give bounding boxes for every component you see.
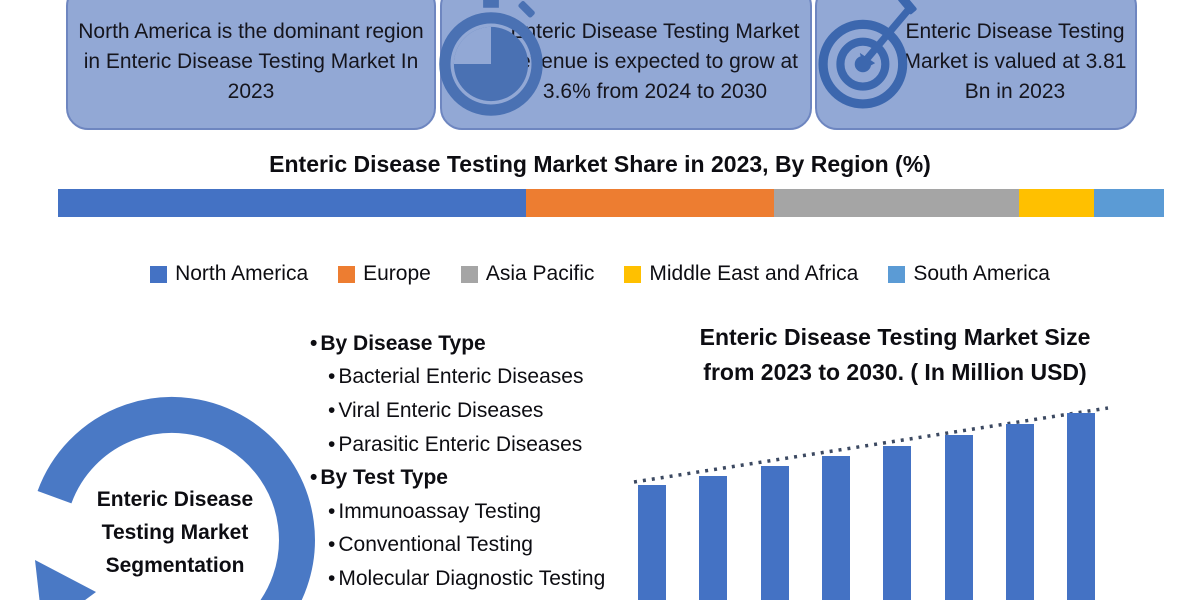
- segmentation-item-label: Parasitic Enteric Diseases: [338, 432, 583, 456]
- segmentation-item-label: Viral Enteric Diseases: [338, 398, 544, 422]
- segmentation-item-label: Bacterial Enteric Diseases: [338, 365, 584, 389]
- info-box-text: Enteric Disease Testing Market revenue i…: [510, 20, 800, 103]
- legend-label: North America: [175, 262, 309, 285]
- info-box-text: Enteric Disease Testing Market is valued…: [903, 20, 1127, 103]
- segmentation-item-label: Molecular Diagnostic Testing: [338, 566, 606, 590]
- segmentation-list-item: • Molecular Diagnostic Testing: [310, 562, 605, 596]
- size-bar-2027: [883, 446, 912, 600]
- share-chart-title: Enteric Disease Testing Market Share in …: [269, 151, 931, 177]
- share-segment-asia-pacific: [773, 189, 1020, 217]
- segmentation-list-item: • Viral Enteric Diseases: [310, 394, 605, 428]
- size-chart-title: Enteric Disease Testing Market Size from…: [699, 324, 1091, 385]
- share-chart-legend: North America Europe Asia Pacific Middle Ea…: [30, 262, 1170, 286]
- segmentation-list-item: • By Disease Type: [310, 327, 605, 361]
- size-bar-2023: [638, 485, 666, 600]
- bullet-icon: •: [328, 533, 336, 557]
- legend-item: Europe: [338, 262, 431, 286]
- legend-label: South America: [913, 262, 1050, 285]
- legend-item: South America: [888, 262, 1050, 286]
- size-bar-2026: [821, 456, 850, 600]
- bullet-icon: •: [310, 331, 318, 355]
- bullet-icon: •: [328, 566, 336, 590]
- bullet-icon: •: [328, 398, 336, 422]
- segmentation-item-label: Immunoassay Testing: [338, 499, 542, 523]
- size-bar-2029: [1005, 424, 1034, 600]
- frame-left-border: [10, 0, 13, 600]
- legend-item: Middle East and Africa: [624, 262, 858, 286]
- size-bar-2028: [944, 435, 973, 600]
- size-bar-2024: [699, 475, 728, 600]
- bullet-icon: •: [328, 432, 336, 456]
- size-bar-chart: [630, 400, 1160, 600]
- circular-arrow-icon: [35, 397, 315, 600]
- share-stacked-bar: [58, 189, 1164, 217]
- bullet-icon: •: [328, 499, 336, 523]
- share-segment-north-america: [58, 189, 526, 217]
- segmentation-list: • By Disease Type • Bacterial Enteric Disea…: [310, 327, 605, 596]
- bullet-icon: •: [328, 365, 336, 389]
- segmentation-list-item: • Bacterial Enteric Diseases: [310, 361, 605, 395]
- bullet-icon: •: [310, 466, 318, 490]
- segmentation-item-label: Conventional Testing: [338, 533, 533, 557]
- frame-right-border: [1186, 0, 1189, 600]
- legend-item: Asia Pacific: [460, 262, 595, 286]
- share-segment-europe: [525, 189, 774, 217]
- segmentation-list-item: • Immunoassay Testing: [310, 495, 605, 529]
- info-box-text: North America is the dominant region in …: [78, 20, 424, 103]
- segmentation-item-label: By Test Type: [320, 466, 448, 490]
- legend-swatch-icon: [888, 265, 906, 283]
- target-icon: [818, 0, 917, 109]
- segmentation-list-item: • By Test Type: [310, 461, 605, 495]
- info-box-dominant-region: North America is the dominant region in …: [66, 0, 436, 130]
- legend-label: Asia Pacific: [485, 262, 595, 285]
- stopwatch-icon: [439, 0, 543, 116]
- segmentation-item-label: By Disease Type: [320, 331, 486, 355]
- size-bar-2030: [1067, 413, 1096, 600]
- share-segment-south-america: [1094, 189, 1164, 217]
- share-segment-middle-east-and-africa: [1019, 189, 1095, 217]
- legend-item: North America: [150, 262, 308, 286]
- legend-swatch-icon: [338, 265, 356, 283]
- segmentation-list-item: • Conventional Testing: [310, 529, 605, 563]
- legend-swatch-icon: [624, 265, 642, 283]
- size-bar-2025: [760, 466, 789, 600]
- legend-label: Europe: [363, 262, 431, 285]
- legend-label: Middle East and Africa: [649, 262, 859, 285]
- legend-swatch-icon: [150, 265, 168, 283]
- legend-swatch-icon: [460, 265, 478, 283]
- segmentation-list-item: • Parasitic Enteric Diseases: [310, 428, 605, 462]
- segmentation-circle-label: Enteric Disease Testing Market Segmentat…: [96, 488, 254, 577]
